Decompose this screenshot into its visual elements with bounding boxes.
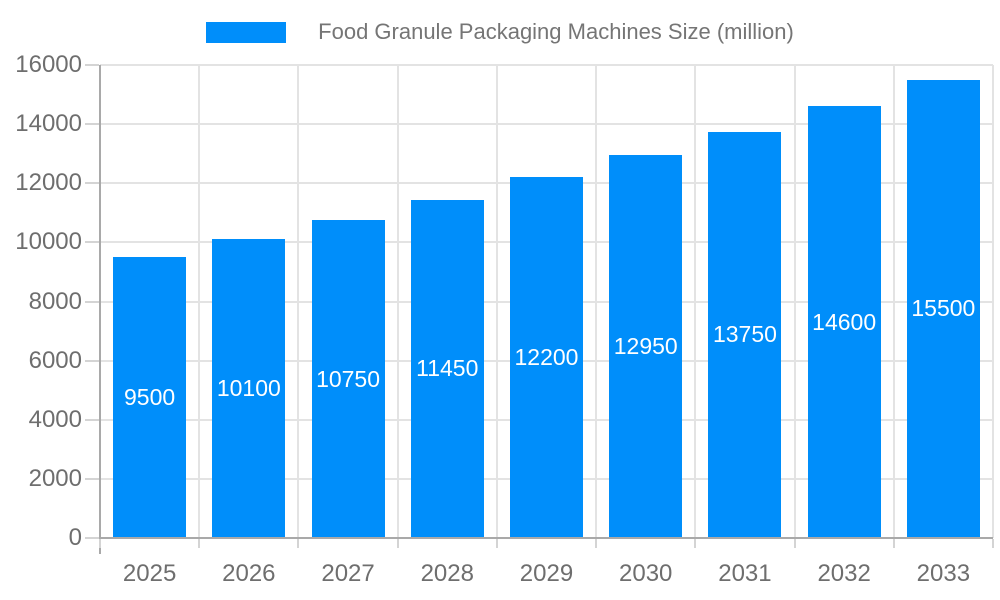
bar-2031[interactable]: 13750 — [708, 131, 782, 538]
y-axis-label: 12000 — [15, 169, 82, 197]
y-axis-label: 16000 — [15, 51, 82, 78]
gridline-vertical — [793, 65, 796, 538]
bar-value-label: 15500 — [911, 295, 976, 322]
x-axis-tick — [992, 539, 994, 548]
y-axis-tick — [85, 182, 99, 185]
gridline-vertical — [595, 65, 598, 538]
x-axis-label: 2031 — [718, 560, 772, 587]
x-axis-tick — [297, 539, 300, 548]
x-axis-label: 2033 — [916, 560, 971, 587]
y-axis-label: 10000 — [15, 228, 82, 256]
gridline-vertical — [694, 65, 697, 538]
y-axis-label: 6000 — [28, 346, 82, 374]
gridline-vertical — [992, 65, 994, 538]
bar-2025[interactable]: 9500 — [113, 257, 187, 538]
gridline-vertical — [892, 65, 895, 538]
y-axis-tick — [85, 418, 99, 421]
x-axis-tick — [694, 539, 697, 548]
y-axis-tick — [85, 64, 99, 66]
x-axis-label: 2028 — [420, 560, 474, 587]
bar-value-label: 11450 — [416, 355, 479, 382]
x-axis-line — [100, 537, 993, 539]
bar-value-label: 9500 — [124, 384, 176, 411]
bar-value-label: 12200 — [514, 344, 579, 371]
bar-2029[interactable]: 12200 — [510, 177, 583, 538]
x-axis-label: 2025 — [122, 560, 177, 587]
bar-2027[interactable]: 10750 — [311, 220, 385, 538]
y-axis-label: 8000 — [28, 287, 82, 315]
y-axis-label: 0 — [68, 524, 82, 551]
y-axis-tick — [85, 537, 99, 539]
x-axis-tick — [99, 539, 101, 548]
legend-swatch — [206, 21, 287, 43]
x-axis-label: 2026 — [222, 560, 276, 587]
bar-value-label: 10100 — [216, 375, 281, 402]
bar-value-label: 12950 — [613, 333, 678, 360]
y-axis-tick — [85, 359, 99, 362]
x-axis-label: 2032 — [817, 560, 871, 587]
gridline-horizontal — [100, 123, 993, 126]
x-axis-label: 2027 — [321, 560, 375, 587]
x-axis-label: 2029 — [519, 560, 574, 587]
x-axis-tick — [396, 539, 399, 548]
gridline-horizontal — [100, 64, 993, 66]
y-axis-line — [99, 65, 101, 554]
x-axis-tick — [793, 539, 796, 548]
gridline-vertical — [198, 65, 201, 538]
x-axis-tick — [495, 539, 498, 548]
gridline-vertical — [396, 65, 399, 538]
bar-value-label: 14600 — [812, 308, 877, 335]
bar-2032[interactable]: 14600 — [807, 106, 881, 538]
gridline-vertical — [495, 65, 498, 538]
y-axis-tick — [85, 477, 99, 480]
legend-label: Food Granule Packaging Machines Size (mi… — [318, 19, 794, 44]
y-axis-tick — [85, 241, 99, 244]
y-axis-tick — [85, 123, 99, 126]
x-axis-tick — [595, 539, 598, 548]
y-axis-label: 14000 — [15, 110, 82, 138]
y-axis-label: 4000 — [28, 405, 82, 433]
bar-2028[interactable]: 11450 — [410, 199, 484, 538]
bar-2026[interactable]: 10100 — [212, 239, 286, 538]
x-axis-label: 2030 — [619, 560, 673, 587]
bar-value-label: 10750 — [316, 365, 381, 392]
bar-value-label: 13750 — [712, 321, 777, 348]
x-axis-tick — [198, 539, 201, 548]
bar-2030[interactable]: 12950 — [609, 155, 683, 538]
bar-2033[interactable]: 15500 — [906, 79, 980, 538]
legend-item[interactable]: Food Granule Packaging Machines Size (mi… — [0, 19, 1000, 44]
y-axis-label: 2000 — [28, 464, 82, 492]
y-axis-tick — [85, 300, 99, 303]
x-axis-tick — [892, 539, 895, 548]
gridline-vertical — [297, 65, 300, 538]
